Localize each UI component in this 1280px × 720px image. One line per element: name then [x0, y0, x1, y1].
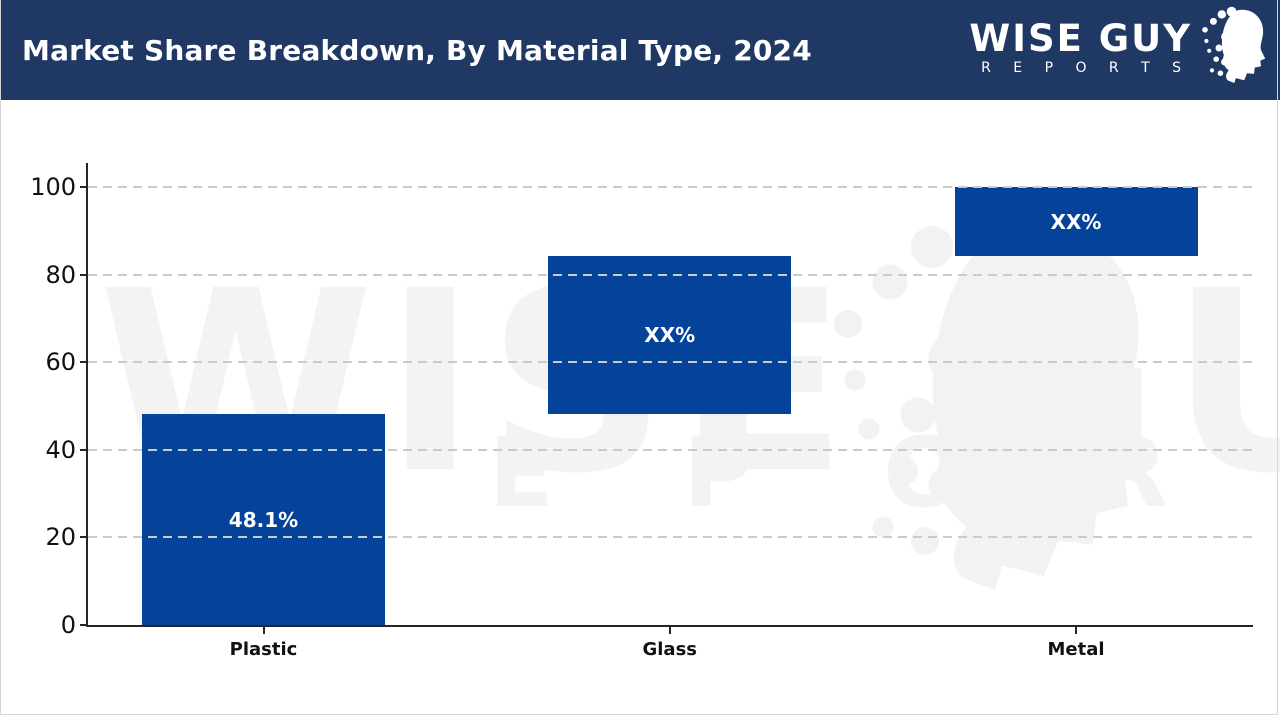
bar-value-label: XX%: [644, 323, 696, 348]
wiseguy-logo: WISE GUY R E P O R T S: [969, 6, 1270, 90]
header-band: Market Share Breakdown, By Material Type…: [0, 0, 1280, 100]
y-axis-tick: [80, 448, 87, 451]
logo-reports-label: R E P O R T S: [981, 59, 1190, 76]
y-axis-tick: [80, 273, 87, 276]
y-axis-tick-label: 40: [45, 435, 76, 464]
y-gridline: [88, 448, 1253, 451]
page-title: Market Share Breakdown, By Material Type…: [22, 33, 812, 67]
wiseguy-logo-text: WISE GUY R E P O R T S: [969, 17, 1192, 76]
bar: 48.1%: [142, 414, 385, 625]
y-axis-tick-label: 100: [30, 173, 76, 201]
y-axis-tick: [80, 361, 87, 364]
y-axis-tick: [80, 186, 87, 188]
y-gridline: [88, 361, 1253, 364]
y-axis-tick-label: 80: [45, 260, 76, 289]
bar-value-label: XX%: [1050, 209, 1102, 234]
x-axis-tick-label: Glass: [642, 639, 698, 660]
y-gridline: [88, 536, 1253, 539]
bar: XX%: [548, 256, 792, 415]
bar-value-label: 48.1%: [228, 507, 299, 532]
y-axis-tick-label: 60: [45, 348, 76, 377]
y-axis-tick-label: 20: [45, 523, 76, 552]
y-axis-tick-label: 0: [60, 611, 76, 639]
y-axis-tick: [80, 624, 87, 626]
y-gridline: [88, 273, 1253, 276]
bar: XX%: [954, 187, 1198, 257]
x-axis-line: [86, 625, 1253, 627]
x-axis-tick: [668, 627, 671, 634]
x-axis-tick-label: Plastic: [229, 639, 298, 660]
x-axis-tick-label: Metal: [1047, 639, 1105, 660]
y-axis-line: [86, 163, 88, 627]
y-gridline: [88, 186, 1253, 188]
logo-wiseguy-label: WISE GUY: [969, 17, 1192, 61]
x-axis-tick: [1075, 627, 1077, 634]
x-axis-tick: [262, 627, 265, 634]
wiseguy-face-icon: [1202, 6, 1266, 84]
y-axis-tick: [80, 536, 87, 539]
